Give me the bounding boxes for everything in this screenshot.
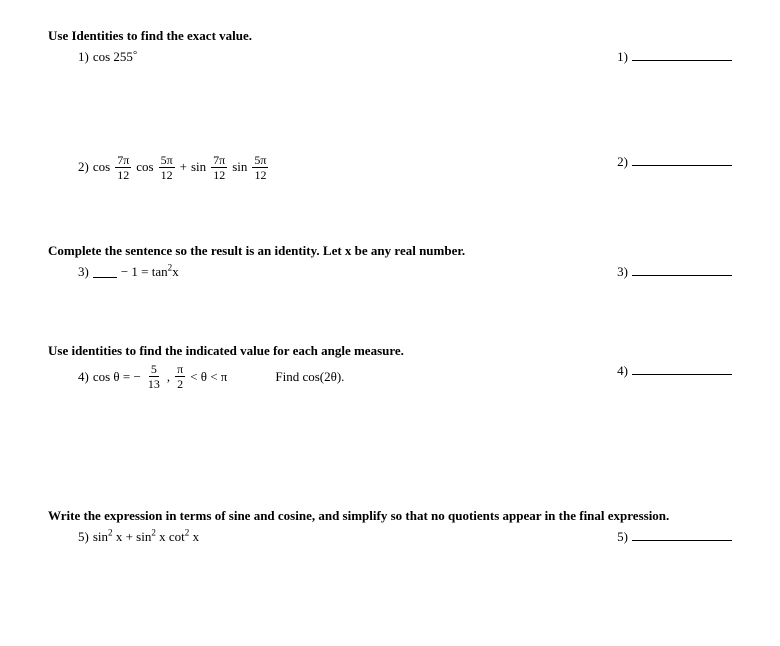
answer-4: 4)	[617, 363, 732, 380]
p4-f2-den: 2	[175, 377, 185, 390]
frac4-den: 12	[252, 168, 268, 181]
problem-2-text: 2) cos 7π 12 cos 5π 12 + sin 7π 12 sin 5…	[48, 154, 269, 181]
problem-4-frac2: π 2	[175, 363, 185, 390]
frac1-num: 7π	[115, 154, 131, 168]
p3-part2: x	[172, 264, 179, 279]
problem-3: 3) − 1 = tan2x 3)	[48, 264, 732, 281]
problem-2: 2) cos 7π 12 cos 5π 12 + sin 7π 12 sin 5…	[48, 154, 732, 181]
problem-4-num: 4)	[78, 369, 89, 386]
problem-2-frac1: 7π 12	[115, 154, 131, 181]
section-2-heading: Complete the sentence so the result is a…	[48, 243, 732, 260]
problem-2-cos2: cos	[136, 159, 153, 176]
answer-1-line	[632, 49, 732, 61]
problem-4-comma: ,	[167, 369, 170, 386]
problem-1-text: 1) cos 255°	[48, 49, 137, 66]
answer-2-line	[632, 154, 732, 166]
problem-2-frac2: 5π 12	[159, 154, 175, 181]
problem-3-blank	[93, 266, 117, 278]
problem-2-cos1: cos	[93, 159, 110, 176]
problem-2-sin2: sin	[232, 159, 247, 176]
answer-4-num: 4)	[617, 363, 628, 380]
problem-4-find: Find cos(2θ).	[275, 369, 344, 386]
section-4-heading: Write the expression in terms of sine an…	[48, 508, 732, 525]
problem-3-num: 3)	[78, 264, 89, 281]
problem-2-plus: +	[180, 159, 187, 176]
problem-3-expr: − 1 = tan2x	[121, 264, 179, 281]
answer-2: 2)	[617, 154, 732, 171]
problem-4-text: 4) cos θ = − 5 13 , π 2 < θ < π Find cos…	[48, 363, 344, 390]
p4-f1-num: 5	[149, 363, 159, 377]
problem-5-num: 5)	[78, 529, 89, 546]
problem-2-num: 2)	[78, 159, 89, 176]
frac1-den: 12	[115, 168, 131, 181]
p3-part1: − 1 = tan	[121, 264, 168, 279]
problem-2-sin1: sin	[191, 159, 206, 176]
problem-4-rel: < θ < π	[190, 369, 227, 386]
answer-1: 1)	[617, 49, 732, 66]
answer-2-num: 2)	[617, 154, 628, 171]
frac4-num: 5π	[252, 154, 268, 168]
problem-4-frac1: 5 13	[146, 363, 162, 390]
p5-t1: sin	[93, 529, 108, 544]
p4-f1-den: 13	[146, 377, 162, 390]
answer-3: 3)	[617, 264, 732, 281]
section-3: Use identities to find the indicated val…	[48, 343, 732, 391]
section-1: Use Identities to find the exact value. …	[48, 28, 732, 181]
frac3-num: 7π	[211, 154, 227, 168]
section-3-heading: Use identities to find the indicated val…	[48, 343, 732, 360]
section-2: Complete the sentence so the result is a…	[48, 243, 732, 281]
problem-5-expr: sin2 x + sin2 x cot2 x	[93, 529, 199, 546]
p4-f2-num: π	[175, 363, 185, 377]
problem-5-text: 5) sin2 x + sin2 x cot2 x	[48, 529, 199, 546]
answer-5-line	[632, 530, 732, 542]
problem-4-before: cos θ = −	[93, 369, 141, 386]
problem-3-text: 3) − 1 = tan2x	[48, 264, 179, 281]
problem-5: 5) sin2 x + sin2 x cot2 x 5)	[48, 529, 732, 546]
answer-1-num: 1)	[617, 49, 628, 66]
problem-1-num: 1)	[78, 49, 89, 66]
problem-1-degree: °	[133, 50, 137, 61]
section-1-heading: Use Identities to find the exact value.	[48, 28, 732, 45]
answer-3-line	[632, 264, 732, 276]
problem-4: 4) cos θ = − 5 13 , π 2 < θ < π Find cos…	[48, 363, 732, 390]
answer-4-line	[632, 364, 732, 376]
answer-5: 5)	[617, 529, 732, 546]
answer-3-num: 3)	[617, 264, 628, 281]
frac2-num: 5π	[159, 154, 175, 168]
problem-1-expr: cos 255°	[93, 49, 137, 66]
p5-t3: x cot	[156, 529, 185, 544]
frac3-den: 12	[211, 168, 227, 181]
frac2-den: 12	[159, 168, 175, 181]
problem-1: 1) cos 255° 1)	[48, 49, 732, 66]
problem-1-expr-part0: cos 255	[93, 49, 133, 64]
p5-t2: x + sin	[113, 529, 152, 544]
problem-2-frac4: 5π 12	[252, 154, 268, 181]
section-4: Write the expression in terms of sine an…	[48, 508, 732, 546]
p5-t4: x	[189, 529, 199, 544]
answer-5-num: 5)	[617, 529, 628, 546]
problem-2-frac3: 7π 12	[211, 154, 227, 181]
